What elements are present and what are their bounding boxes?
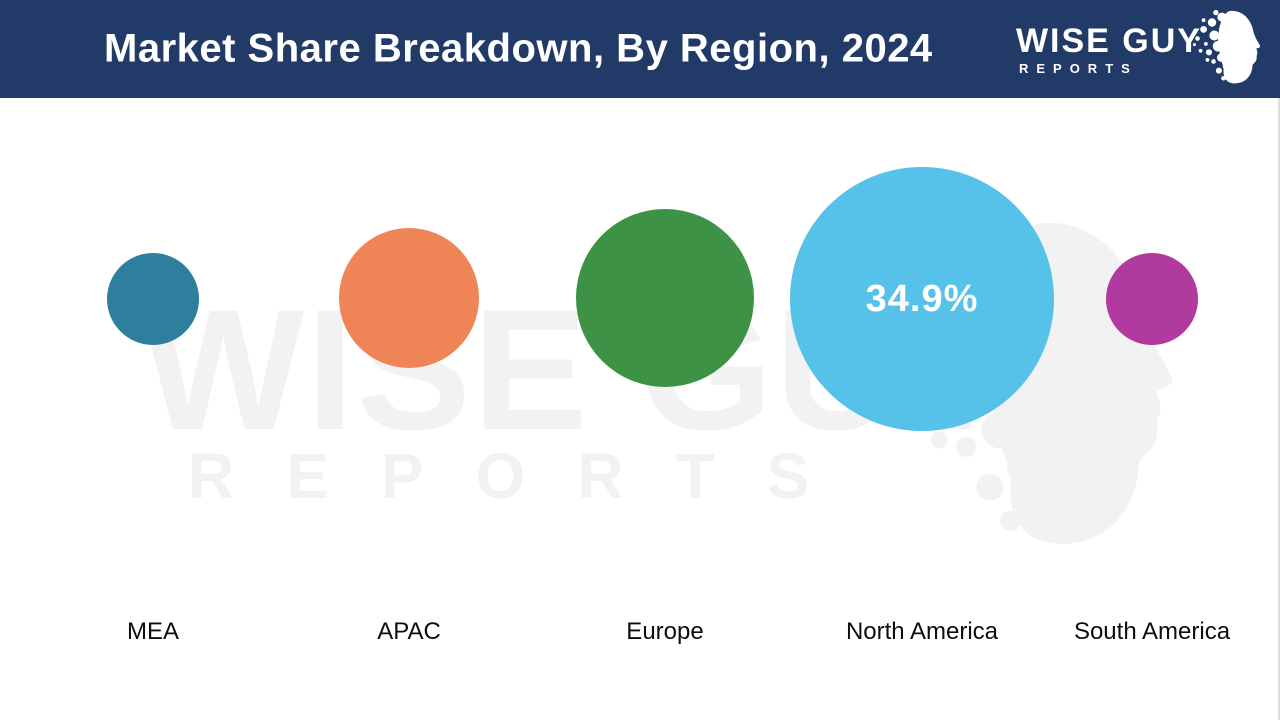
logo-text: WISE GUY REPORTS bbox=[1015, 21, 1202, 77]
logo-subtext: REPORTS bbox=[1018, 61, 1138, 77]
bubble-value-label: 34.9% bbox=[865, 277, 979, 320]
category-label-europe: Europe bbox=[626, 618, 704, 645]
category-label-apac: APAC bbox=[377, 618, 441, 645]
category-label-south-america: South America bbox=[1073, 618, 1231, 645]
dotted-face-profile-icon bbox=[1186, 8, 1264, 92]
bubble-mea bbox=[107, 253, 199, 345]
category-label-north-america: North America bbox=[845, 618, 999, 645]
bubble-north-america: 34.9% bbox=[790, 167, 1054, 431]
watermark-subtext: REPORTS bbox=[188, 440, 862, 512]
bubble-apac bbox=[339, 228, 479, 368]
chart-area: WISE GUY REPORTS 34.9% MEA APAC Europe Nort… bbox=[0, 98, 1280, 720]
header: Market Share Breakdown, By Region, 2024 … bbox=[0, 0, 1280, 98]
category-label-mea: MEA bbox=[126, 618, 180, 645]
bubble-south-america bbox=[1106, 253, 1198, 345]
wise-guy-reports-logo: WISE GUY REPORTS bbox=[1016, 8, 1264, 92]
bubble-europe bbox=[576, 209, 754, 387]
logo-wordmark: WISE GUY bbox=[1015, 21, 1202, 60]
page-title: Market Share Breakdown, By Region, 2024 bbox=[104, 26, 933, 71]
